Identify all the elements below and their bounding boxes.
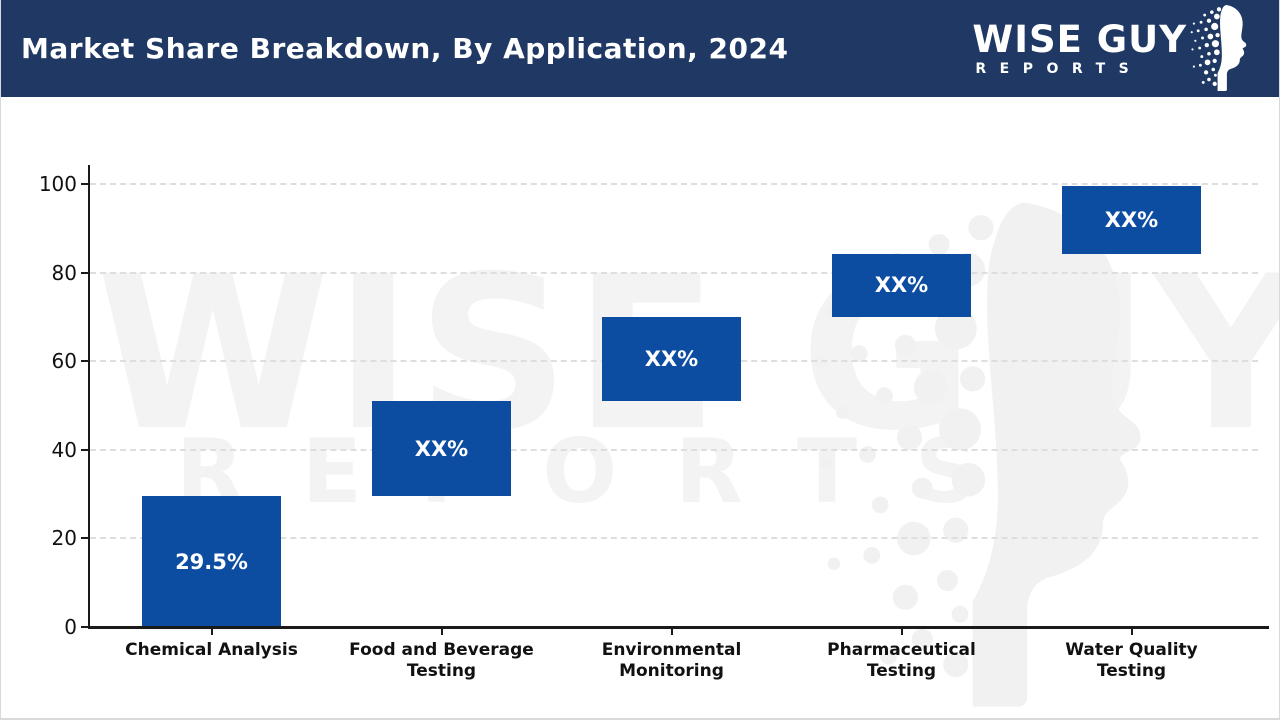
category-label-line: Testing xyxy=(1096,661,1167,681)
y-tick-label-60: 60 xyxy=(51,349,77,374)
bar-value-label-water-quality-testing: XX% xyxy=(1104,207,1159,232)
bar-environmental-monitoring xyxy=(602,316,741,402)
category-label-food-and-beverage-testing: Food and Beverage Testing xyxy=(327,640,557,682)
y-tick-label-20: 20 xyxy=(51,526,77,551)
logo-subtext: REPORTS xyxy=(975,61,1143,77)
gridline-80 xyxy=(90,271,1258,274)
bar-value-label-environmental-monitoring: XX% xyxy=(644,346,699,371)
category-label-water-quality-testing: Water Quality Testing xyxy=(1017,640,1247,682)
category-label-environmental-monitoring: Environmental Monitoring xyxy=(557,640,787,682)
category-label-line: Environmental xyxy=(601,640,742,660)
y-tick-0 xyxy=(81,626,89,628)
category-label-line: Chemical Analysis xyxy=(125,640,298,660)
bar-chemical-analysis xyxy=(142,496,281,627)
y-tick-80 xyxy=(81,271,89,274)
x-tick-environmental-monitoring xyxy=(670,627,673,635)
y-tick-label-80: 80 xyxy=(51,260,77,285)
category-label-line: Food and Beverage xyxy=(349,640,534,660)
y-axis-line xyxy=(88,165,90,629)
wiseguy-logo-text: WISE GUY REPORTS xyxy=(972,21,1187,76)
bar-food-and-beverage-testing xyxy=(372,401,511,497)
y-tick-20 xyxy=(81,537,89,540)
y-tick-60 xyxy=(81,360,89,363)
category-label-line: Pharmaceutical xyxy=(827,640,976,660)
bar-value-label-pharmaceutical-testing: XX% xyxy=(874,273,929,298)
x-tick-pharmaceutical-testing xyxy=(900,627,903,635)
y-tick-100 xyxy=(81,183,89,185)
x-tick-chemical-analysis xyxy=(210,627,213,635)
x-axis-line xyxy=(88,626,1269,629)
bar-pharmaceutical-testing xyxy=(832,253,971,317)
category-label-chemical-analysis: Chemical Analysis xyxy=(97,640,327,661)
bar-value-label-food-and-beverage-testing: XX% xyxy=(414,436,469,461)
wiseguy-logo: WISE GUY REPORTS xyxy=(972,4,1279,91)
bar-value-label-chemical-analysis: 29.5% xyxy=(175,549,248,574)
y-tick-40 xyxy=(81,448,89,451)
x-tick-food-and-beverage-testing xyxy=(440,627,443,635)
y-tick-label-0: 0 xyxy=(64,615,77,639)
bar-water-quality-testing xyxy=(1062,185,1201,254)
wiseguy-face-icon xyxy=(1190,4,1247,91)
page-title: Market Share Breakdown, By Application, … xyxy=(21,32,789,65)
category-label-line: Water Quality xyxy=(1065,640,1198,660)
gridline-20 xyxy=(90,537,1258,540)
gridline-40 xyxy=(90,448,1258,451)
category-label-line: Monitoring xyxy=(619,661,724,681)
y-tick-label-100: 100 xyxy=(38,172,77,196)
logo-wordmark: WISE GUY xyxy=(972,18,1187,61)
header-bar: Market Share Breakdown, By Application, … xyxy=(1,0,1279,97)
watermark-subtext: REPORTS xyxy=(176,420,1037,523)
category-label-pharmaceutical-testing: Pharmaceutical Testing xyxy=(787,640,1017,682)
x-tick-water-quality-testing xyxy=(1130,627,1133,635)
category-label-line: Testing xyxy=(866,661,937,681)
gridline-100 xyxy=(90,183,1258,185)
y-tick-label-40: 40 xyxy=(51,437,77,462)
category-label-line: Testing xyxy=(406,661,477,681)
